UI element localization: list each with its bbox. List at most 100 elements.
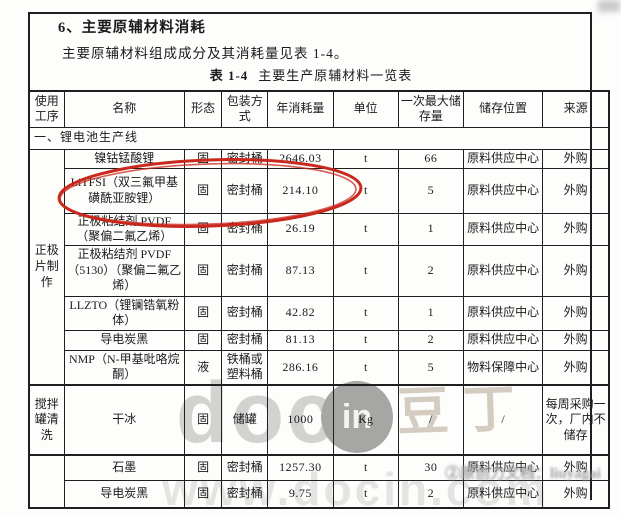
cell-location: / xyxy=(462,384,544,456)
table-row-litfsi: LiTFSI（双三氟甲基磺酰亚胺锂） 固 密封桶 214.10 t 5 原料供应… xyxy=(29,167,610,214)
cell-form: 固 xyxy=(184,167,223,214)
cell-packaging: 密封桶 xyxy=(221,295,269,331)
column-header-annual-consumption: 年消耗量 xyxy=(267,90,334,128)
table-caption: 表 1-4 主要生产原辅材料一览表 xyxy=(28,65,594,84)
cell-packaging: 密封桶 xyxy=(221,329,269,351)
cell-source: 外购 xyxy=(542,167,610,214)
cell-name: 正极粘结剂 PVDF（聚偏二氟乙烯） xyxy=(63,212,186,246)
cell-max-storage: 5 xyxy=(397,349,464,386)
cell-amount: 9.75 xyxy=(267,479,334,509)
cell-source: 外购 xyxy=(542,454,610,481)
table-row: 导电炭黑 固 密封桶 9.75 t 2 原料供应中心 外购 xyxy=(29,479,610,509)
cell-location: 原料供应中心 xyxy=(462,454,544,481)
cell-location: 原料供应中心 xyxy=(462,244,544,297)
cell-process: 搅拌罐清洗 xyxy=(28,384,65,456)
table-row-dry-ice: 搅拌罐清洗 干冰 固 储罐 1000 Kg / / 每周采购一次，厂内不储存 xyxy=(28,384,610,456)
cell-name: NMP（N-甲基吡咯烷酮） xyxy=(63,349,186,386)
column-header-form: 形态 xyxy=(184,90,223,128)
cell-amount: 2646.03 xyxy=(267,148,334,169)
column-header-process: 使用工序 xyxy=(28,90,65,128)
cell-source: 外购 xyxy=(542,329,610,351)
cell-amount: 87.13 xyxy=(267,244,334,297)
cell-source: 外购 xyxy=(542,148,610,169)
column-header-source: 来源 xyxy=(542,90,610,128)
cell-form: 固 xyxy=(184,384,223,456)
intro-paragraph: 主要原辅材料组成成分及其消耗量见表 1-4。 xyxy=(62,46,349,61)
cell-location: 原料供应中心 xyxy=(462,295,544,331)
cell-location: 原料供应中心 xyxy=(462,329,544,351)
cell-form: 固 xyxy=(184,295,223,331)
cell-max-storage: 2 xyxy=(397,329,464,351)
cell-unit: t xyxy=(332,212,399,246)
table-section-row: 一、锂电池生产线 xyxy=(28,126,610,150)
table-row: 石墨 固 密封桶 1257.30 t 30 原料供应中心 外购 xyxy=(28,454,610,509)
column-header-unit: 单位 xyxy=(332,90,399,128)
cell-name: LiTFSI（双三氟甲基磺酰亚胺锂） xyxy=(63,167,186,214)
cell-packaging: 铁桶或塑料桶 xyxy=(221,349,269,386)
cell-max-storage: 1 xyxy=(397,212,464,246)
cell-source: 外购 xyxy=(542,349,610,386)
cell-max-storage: 66 xyxy=(397,148,464,169)
cell-source: 外购 xyxy=(542,244,610,297)
cell-max-storage: 30 xyxy=(397,454,464,481)
cell-packaging: 密封桶 xyxy=(221,167,269,214)
cell-process: 正极片制作 xyxy=(28,148,65,386)
cell-name: 导电炭黑 xyxy=(63,479,186,509)
cell-packaging: 密封桶 xyxy=(221,148,269,169)
cell-form: 固 xyxy=(184,479,223,509)
cell-name: 导电炭黑 xyxy=(63,329,186,351)
cell-amount: 286.16 xyxy=(267,349,334,386)
section-heading: 6、主要原辅材料消耗 xyxy=(58,20,206,36)
table-row: LLZTO（锂镧锆氧粉体） 固 密封桶 42.82 t 1 原料供应中心 外购 xyxy=(29,295,610,331)
section-label: 一、锂电池生产线 xyxy=(28,126,610,150)
cell-name: 石墨 xyxy=(63,454,186,481)
cell-amount: 1257.30 xyxy=(267,454,334,481)
cell-packaging: 密封桶 xyxy=(221,212,269,246)
cell-unit: t xyxy=(332,329,399,351)
table-caption-title: 主要生产原辅材料一览表 xyxy=(258,68,413,83)
cell-max-storage: 5 xyxy=(397,167,464,214)
cell-unit: t xyxy=(332,148,399,169)
cell-location: 原料供应中心 xyxy=(462,148,544,169)
cell-form: 固 xyxy=(184,212,223,246)
cell-location: 原料供应中心 xyxy=(462,167,544,214)
cell-source: 外购 xyxy=(542,295,610,331)
table-row: 正极片制作 镍钴锰酸锂 固 密封桶 2646.03 t 66 原料供应中心 外购 xyxy=(28,148,610,386)
table-caption-label: 表 1-4 xyxy=(209,68,249,83)
cell-form: 固 xyxy=(184,454,223,481)
cell-form: 固 xyxy=(184,244,223,297)
cell-name: 干冰 xyxy=(63,384,186,456)
cell-location: 原料供应中心 xyxy=(462,479,544,509)
cell-packaging: 密封桶 xyxy=(221,454,269,481)
materials-table: 使用工序 名称 形态 包装方式 年消耗量 单位 一次最大储存量 储存位置 来源 … xyxy=(28,90,610,510)
column-header-storage-location: 储存位置 xyxy=(462,90,544,128)
cell-name: 镍钴锰酸锂 xyxy=(63,148,186,169)
cell-name: 正极粘结剂 PVDF（5130）（聚偏二氟乙烯） xyxy=(63,244,186,297)
column-header-max-storage: 一次最大储存量 xyxy=(397,90,464,128)
cell-unit: t xyxy=(332,479,399,509)
cell-location: 物料保障中心 xyxy=(462,349,544,386)
cell-source: 外购 xyxy=(542,212,610,246)
cell-source: 外购 xyxy=(542,479,610,509)
cell-form: 液 xyxy=(184,349,223,386)
cell-packaging: 密封桶 xyxy=(221,479,269,509)
cell-max-storage: 1 xyxy=(397,295,464,331)
cell-unit: t xyxy=(332,295,399,331)
cell-unit: t xyxy=(332,167,399,214)
cell-unit: t xyxy=(332,244,399,297)
column-header-name: 名称 xyxy=(63,90,186,128)
scan-artifact xyxy=(598,0,620,12)
table-row: 正极粘结剂 PVDF（5130）（聚偏二氟乙烯） 固 密封桶 87.13 t 2… xyxy=(29,244,610,297)
table-row: 正极粘结剂 PVDF（聚偏二氟乙烯） 固 密封桶 26.19 t 1 原料供应中… xyxy=(29,212,610,246)
cell-unit: t xyxy=(332,454,399,481)
cell-process xyxy=(28,454,65,509)
table-header-row: 使用工序 名称 形态 包装方式 年消耗量 单位 一次最大储存量 储存位置 来源 xyxy=(28,90,610,128)
cell-name: LLZTO（锂镧锆氧粉体） xyxy=(63,295,186,331)
cell-max-storage: 2 xyxy=(397,244,464,297)
cell-max-storage: 2 xyxy=(397,479,464,509)
cell-max-storage: / xyxy=(397,384,464,456)
cell-unit: Kg xyxy=(332,384,399,456)
cell-location: 原料供应中心 xyxy=(462,212,544,246)
cell-packaging: 储罐 xyxy=(221,384,269,456)
cell-amount: 1000 xyxy=(267,384,334,456)
